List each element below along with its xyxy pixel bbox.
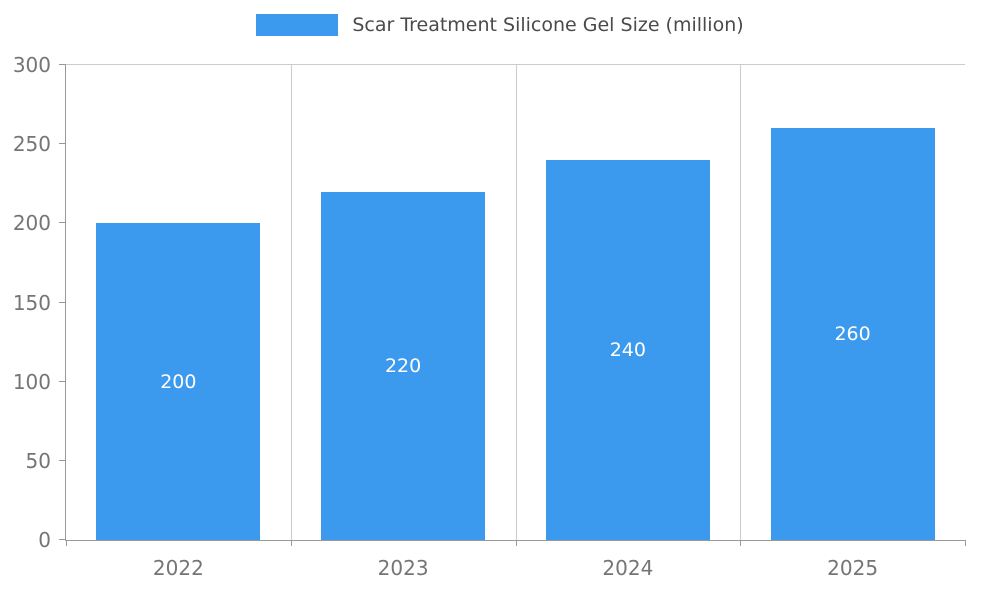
x-tick-label: 2024 bbox=[602, 556, 654, 580]
bar[interactable]: 240 bbox=[545, 160, 710, 540]
y-tick-label: 100 bbox=[12, 369, 51, 394]
bar[interactable]: 200 bbox=[96, 223, 261, 540]
y-tick-label: 200 bbox=[12, 211, 51, 236]
y-tick-label: 300 bbox=[12, 53, 51, 77]
legend-label[interactable]: Scar Treatment Silicone Gel Size (millio… bbox=[352, 14, 744, 36]
x-axis-tick bbox=[740, 540, 742, 546]
y-axis-tick bbox=[59, 380, 66, 382]
bar-value-label: 260 bbox=[834, 323, 871, 346]
y-axis-tick bbox=[59, 143, 66, 145]
bar-value-label: 220 bbox=[384, 354, 422, 377]
vertical-gridline bbox=[740, 65, 742, 540]
y-axis-tick bbox=[59, 222, 66, 224]
x-tick-label: 2025 bbox=[827, 556, 879, 580]
y-axis-tick bbox=[59, 64, 66, 65]
x-axis-tick bbox=[965, 540, 966, 546]
bar-value-label: 240 bbox=[609, 339, 646, 361]
legend-swatch-icon[interactable] bbox=[256, 14, 339, 36]
y-tick-label: 250 bbox=[12, 132, 51, 157]
bar-value-label: 200 bbox=[160, 370, 197, 393]
x-tick-label: 2022 bbox=[152, 556, 204, 580]
bar[interactable]: 220 bbox=[321, 191, 486, 540]
bar[interactable]: 260 bbox=[770, 128, 935, 540]
x-axis-tick bbox=[66, 540, 67, 546]
y-tick-label: 50 bbox=[25, 448, 51, 473]
y-axis-tick bbox=[59, 539, 66, 540]
x-axis-tick bbox=[515, 540, 517, 546]
y-axis-tick bbox=[59, 301, 66, 303]
legend[interactable]: Scar Treatment Silicone Gel Size (millio… bbox=[0, 14, 1000, 36]
y-axis-tick bbox=[59, 459, 66, 461]
vertical-gridline bbox=[515, 65, 517, 540]
plot-area: 0 50 100 150 200 250 300 200 2022 220 2023 240 2024 2… bbox=[13, 53, 966, 580]
y-tick-label: 0 bbox=[38, 528, 51, 552]
x-tick-label: 2023 bbox=[377, 556, 429, 580]
x-axis-tick bbox=[290, 540, 292, 546]
y-tick-label: 150 bbox=[12, 290, 51, 315]
vertical-gridline bbox=[290, 65, 292, 540]
